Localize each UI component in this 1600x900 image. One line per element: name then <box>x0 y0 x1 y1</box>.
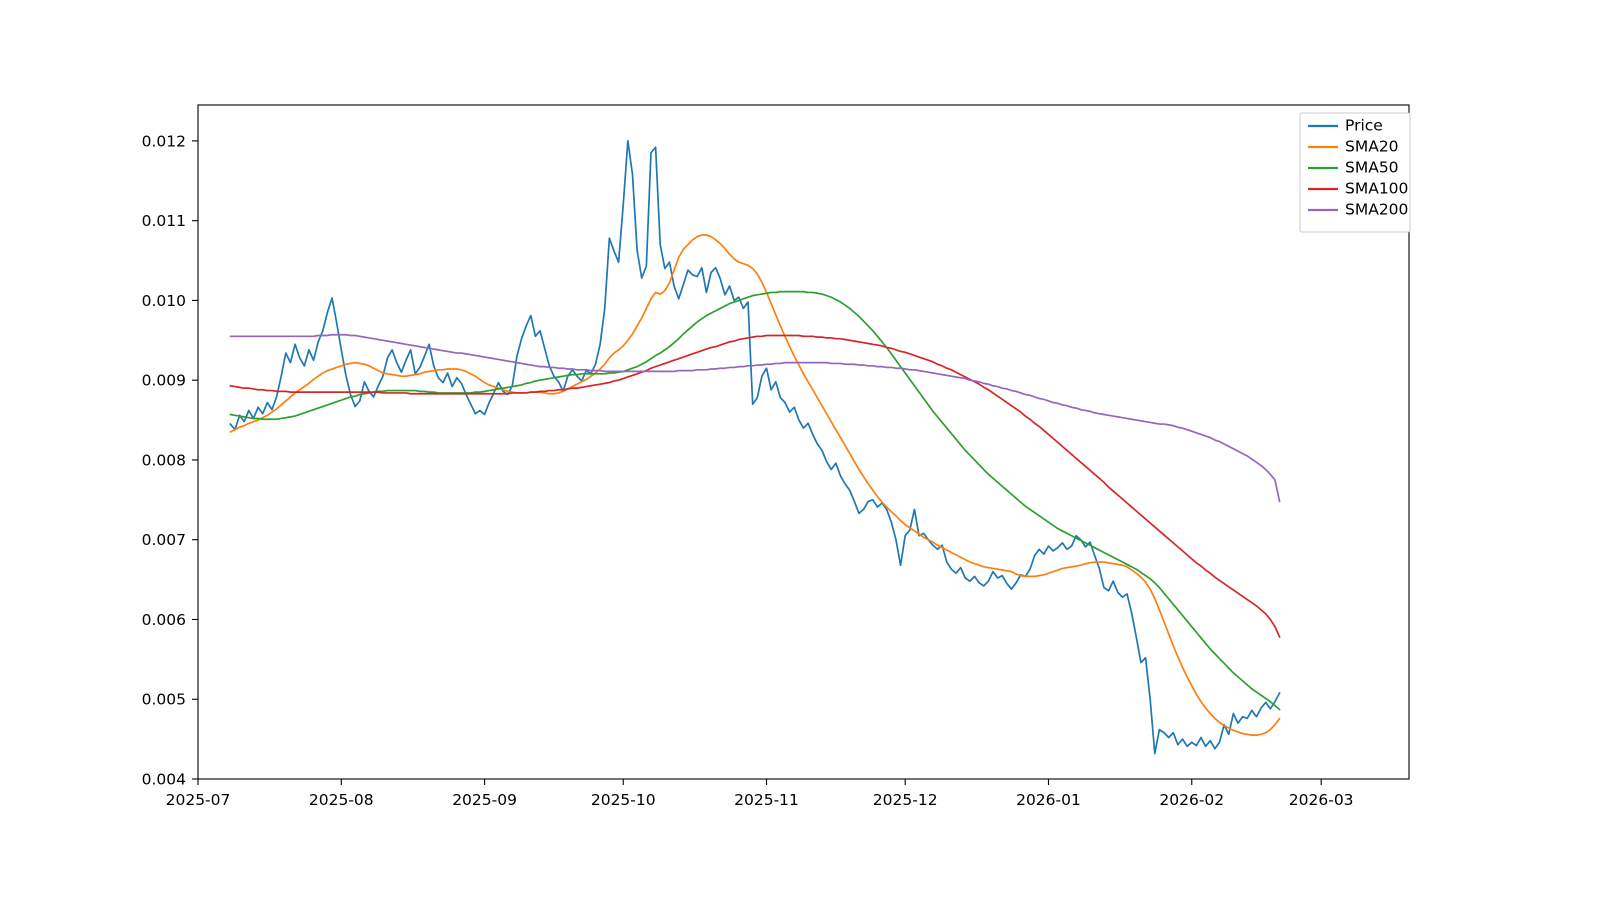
x-tick-label: 2026-01 <box>1016 791 1081 809</box>
chart-legend[interactable]: Price SMA20 SMA50 SMA100 SMA200 <box>1299 112 1411 233</box>
x-tick-label: 2025-09 <box>452 791 517 809</box>
legend-background <box>1299 112 1411 233</box>
y-tick-label: 0.008 <box>142 451 186 469</box>
y-tick-label: 0.005 <box>142 691 186 709</box>
legend-label-sma200[interactable]: SMA200 <box>1345 201 1408 219</box>
y-tick-label: 0.006 <box>142 611 186 629</box>
x-tick-label: 2025-11 <box>734 791 799 809</box>
x-tick-label: 2025-08 <box>309 791 374 809</box>
x-tick-label: 2026-03 <box>1289 791 1354 809</box>
x-tick-label: 2025-07 <box>166 791 231 809</box>
plot-border <box>197 104 1410 780</box>
series-line-sma200 <box>229 333 1281 503</box>
legend-label-sma100[interactable]: SMA100 <box>1345 180 1408 198</box>
legend-label-sma50[interactable]: SMA50 <box>1345 159 1399 177</box>
y-tick-label: 0.009 <box>142 372 186 390</box>
legend-label-price[interactable]: Price <box>1345 117 1383 135</box>
series-line-sma50 <box>229 290 1281 711</box>
y-tick-label: 0.010 <box>142 292 186 310</box>
series-line-price <box>229 140 1281 755</box>
y-tick-label: 0.012 <box>142 132 186 150</box>
axes: 0.004 0.005 0.006 0.007 0.008 0.009 0.010 0.011… <box>142 104 1410 809</box>
x-tick-label: 2025-12 <box>873 791 938 809</box>
series-line-sma100 <box>229 334 1281 638</box>
y-tick-label: 0.004 <box>142 771 186 789</box>
y-tick-label: 0.011 <box>142 212 186 230</box>
y-tick-label: 0.007 <box>142 531 186 549</box>
legend-label-sma20[interactable]: SMA20 <box>1345 138 1399 156</box>
x-tick-label: 2026-02 <box>1159 791 1224 809</box>
series-line-sma20 <box>229 234 1281 736</box>
x-tick-label: 2025-10 <box>591 791 656 809</box>
series-lines <box>229 140 1281 755</box>
